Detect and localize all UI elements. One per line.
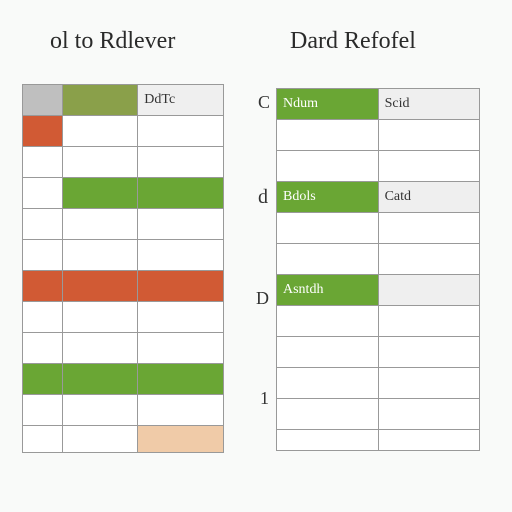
left-cell[interactable]	[62, 85, 138, 116]
right-cell[interactable]	[277, 244, 379, 275]
row-label: d	[258, 186, 268, 209]
left-cell[interactable]	[23, 209, 63, 240]
left-cell[interactable]	[23, 85, 63, 116]
table-row	[277, 151, 480, 182]
table-row	[277, 430, 480, 451]
left-cell[interactable]	[62, 333, 138, 364]
left-table: DdTc	[22, 84, 224, 453]
table-row	[23, 209, 224, 240]
table-row: Asntdh	[277, 275, 480, 306]
left-cell[interactable]	[138, 426, 224, 453]
right-cell[interactable]	[378, 244, 479, 275]
canvas: ol to Rdlever Dard Refofel DdTc NdumScid…	[0, 0, 512, 512]
table-row	[23, 333, 224, 364]
row-label: 1	[260, 388, 269, 409]
left-cell[interactable]	[138, 209, 224, 240]
table-row	[277, 120, 480, 151]
table-row	[23, 426, 224, 453]
table-row	[277, 213, 480, 244]
right-cell[interactable]	[277, 337, 379, 368]
table-row	[23, 395, 224, 426]
table-row	[277, 399, 480, 430]
left-cell[interactable]	[138, 116, 224, 147]
right-cell[interactable]	[277, 151, 379, 182]
right-cell[interactable]	[378, 368, 479, 399]
left-cell[interactable]	[138, 333, 224, 364]
row-label: D	[256, 288, 269, 309]
table-row	[23, 271, 224, 302]
right-cell[interactable]	[277, 399, 379, 430]
left-cell[interactable]	[62, 240, 138, 271]
left-cell[interactable]	[138, 302, 224, 333]
left-cell[interactable]	[138, 395, 224, 426]
left-cell[interactable]	[138, 178, 224, 209]
table-row	[23, 116, 224, 147]
right-table: NdumScid BdolsCatd Asntdh	[276, 88, 480, 451]
left-cell[interactable]	[23, 302, 63, 333]
table-row	[277, 244, 480, 275]
left-cell[interactable]	[138, 364, 224, 395]
right-cell[interactable]	[378, 275, 479, 306]
left-cell[interactable]	[138, 147, 224, 178]
row-label: C	[258, 92, 270, 113]
right-cell[interactable]: Ndum	[277, 89, 379, 120]
right-cell[interactable]: Catd	[378, 182, 479, 213]
right-cell[interactable]	[277, 368, 379, 399]
left-cell[interactable]	[62, 147, 138, 178]
left-cell[interactable]	[23, 178, 63, 209]
left-cell[interactable]	[138, 271, 224, 302]
left-cell[interactable]	[62, 116, 138, 147]
table-row	[23, 178, 224, 209]
table-row: NdumScid	[277, 89, 480, 120]
title-left: ol to Rdlever	[50, 28, 175, 55]
left-cell[interactable]	[23, 395, 63, 426]
right-cell[interactable]	[277, 120, 379, 151]
right-cell[interactable]	[277, 430, 379, 451]
table-row: BdolsCatd	[277, 182, 480, 213]
left-cell[interactable]	[23, 333, 63, 364]
left-cell[interactable]	[23, 271, 63, 302]
left-cell[interactable]	[23, 240, 63, 271]
left-cell[interactable]	[62, 178, 138, 209]
left-cell[interactable]: DdTc	[138, 85, 224, 116]
right-cell[interactable]: Scid	[378, 89, 479, 120]
left-cell[interactable]	[62, 302, 138, 333]
title-right: Dard Refofel	[290, 28, 416, 55]
right-cell[interactable]	[277, 306, 379, 337]
left-cell[interactable]	[62, 364, 138, 395]
right-cell[interactable]	[378, 151, 479, 182]
right-cell[interactable]	[378, 337, 479, 368]
left-cell[interactable]	[23, 364, 63, 395]
right-cell[interactable]	[378, 399, 479, 430]
table-row	[23, 240, 224, 271]
right-cell[interactable]	[378, 120, 479, 151]
table-row: DdTc	[23, 85, 224, 116]
left-cell[interactable]	[138, 240, 224, 271]
left-cell[interactable]	[62, 209, 138, 240]
right-cell[interactable]: Bdols	[277, 182, 379, 213]
table-row	[277, 368, 480, 399]
left-cell[interactable]	[23, 147, 63, 178]
left-cell[interactable]	[62, 271, 138, 302]
left-cell[interactable]	[23, 116, 63, 147]
left-cell[interactable]	[62, 395, 138, 426]
table-row	[23, 147, 224, 178]
left-cell[interactable]	[23, 426, 63, 453]
right-cell[interactable]	[277, 213, 379, 244]
left-cell[interactable]	[62, 426, 138, 453]
table-row	[277, 337, 480, 368]
right-cell[interactable]	[378, 306, 479, 337]
table-row	[277, 306, 480, 337]
right-cell[interactable]	[378, 213, 479, 244]
right-cell[interactable]: Asntdh	[277, 275, 379, 306]
table-row	[23, 302, 224, 333]
table-row	[23, 364, 224, 395]
right-cell[interactable]	[378, 430, 479, 451]
